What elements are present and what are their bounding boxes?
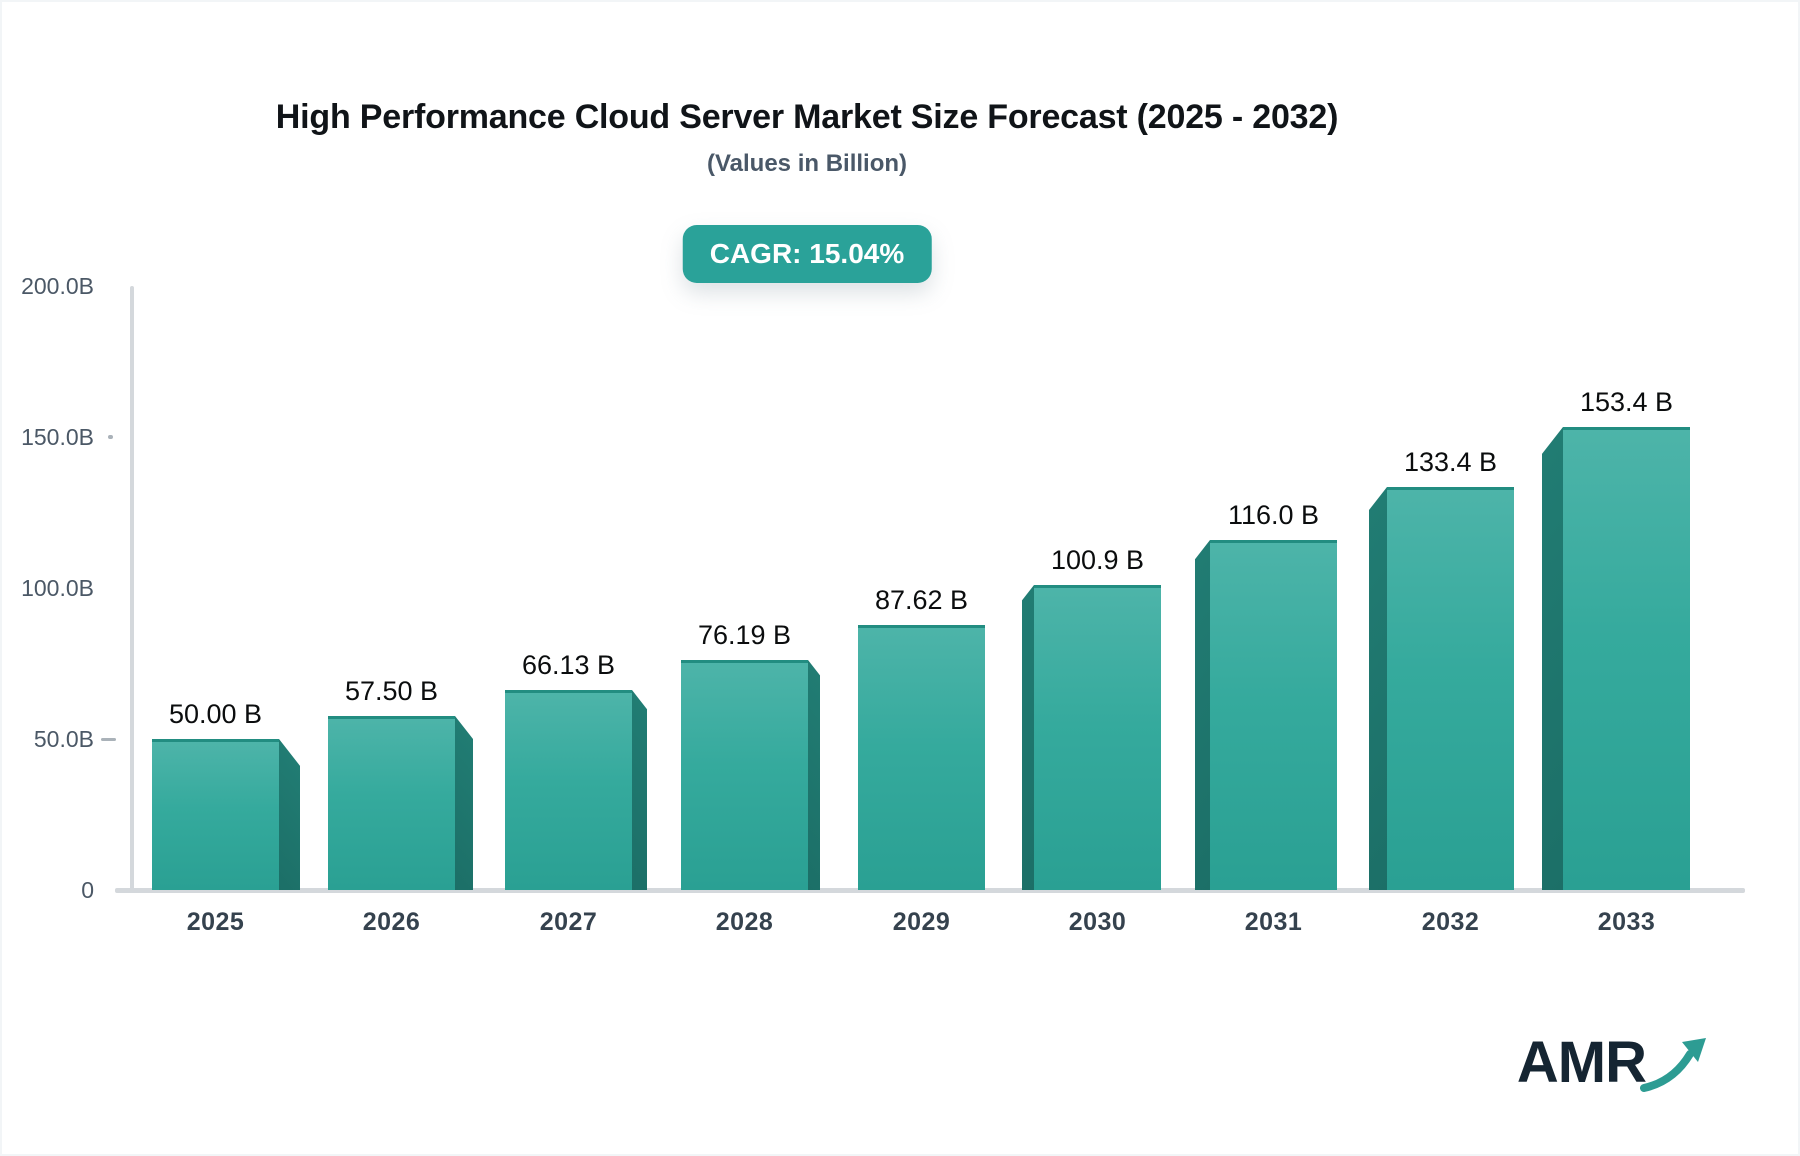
bar-2029[interactable] [858,625,985,890]
value-label-2031: 116.0 B [1227,500,1320,530]
y-tick-label-200: 200.0B [21,273,94,299]
bar-3d-side-2032 [1369,487,1387,890]
value-label-2027: 66.13 B [521,650,616,680]
bar-2026[interactable] [328,716,455,890]
chart-title: High Performance Cloud Server Market Siz… [275,98,1339,136]
x-label-2025: 2025 [186,908,245,936]
amr-logo-text: AMR [1516,1030,1647,1095]
bar-3d-side-2028 [808,660,820,890]
bar-3d-side-2031 [1195,540,1210,890]
x-label-2026: 2026 [362,908,421,936]
bar-3d-side-2025 [279,739,300,890]
x-label-2030: 2030 [1068,908,1127,936]
x-label-2031: 2031 [1244,908,1303,936]
y-axis-line [130,286,134,890]
bar-3d-side-2030 [1022,585,1034,890]
x-label-2028: 2028 [715,908,774,936]
value-label-2028: 76.19 B [697,620,792,650]
value-label-2030: 100.9 B [1050,545,1145,575]
x-label-2033: 2033 [1597,908,1656,936]
value-label-2033: 153.4 B [1579,387,1674,417]
x-label-2032: 2032 [1421,908,1480,936]
y-tick-mark-50 [101,738,116,741]
bar-2032[interactable] [1387,487,1514,890]
y-tick-label-100: 100.0B [21,575,94,601]
value-label-2029: 87.62 B [874,585,969,615]
y-tick-mark-150 [108,435,113,439]
bar-2025[interactable] [152,739,279,890]
bar-3d-side-2033 [1542,427,1563,890]
value-label-2032: 133.4 B [1403,447,1498,477]
chart-subtitle: (Values in Billion) [706,150,908,177]
bar-3d-side-2026 [455,716,473,890]
value-label-2026: 57.50 B [344,676,439,706]
cagr-badge: CAGR: 15.04% [682,225,932,283]
x-axis-baseline [115,888,1745,893]
y-tick-label-150: 150.0B [21,424,94,450]
y-tick-label-50: 50.0B [33,726,94,752]
value-label-2025: 50.00 B [168,699,263,729]
bar-2028[interactable] [681,660,808,890]
bar-2030[interactable] [1034,585,1161,890]
x-label-2029: 2029 [892,908,951,936]
y-tick-label-0: 0 [81,877,94,903]
bar-2027[interactable] [505,690,632,890]
x-label-2027: 2027 [539,908,598,936]
trending-up-arrow-icon [1640,1036,1710,1099]
plot-region: 50.00 B 2025 57.50 B 2026 66.13 B 2027 76.19 B… [132,286,1744,936]
bar-2031[interactable] [1210,540,1337,890]
bar-3d-side-2027 [632,690,647,890]
plot-area [132,286,1744,890]
bar-2033[interactable] [1563,427,1690,890]
amr-logo: AMR [1517,1034,1710,1099]
